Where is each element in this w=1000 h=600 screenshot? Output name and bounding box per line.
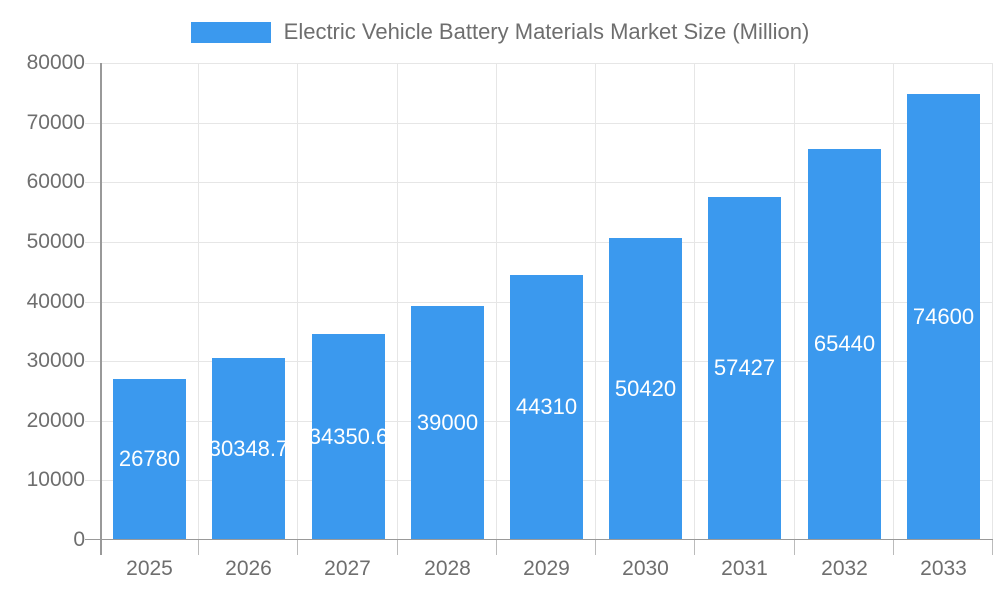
bar-2026[interactable]: 30348.7 <box>212 358 285 539</box>
x-tick <box>595 540 596 555</box>
bar-value-label: 26780 <box>118 446 181 471</box>
x-axis-tick-label: 2031 <box>721 557 768 580</box>
x-axis-tick-label: 2029 <box>523 557 570 580</box>
x-axis-tick-label: 2032 <box>821 557 868 580</box>
y-axis-line <box>100 63 102 555</box>
x-gridline <box>992 63 993 540</box>
y-axis-tick-label: 10000 <box>26 468 85 492</box>
x-gridline <box>297 63 298 540</box>
bar-2027[interactable]: 34350.6 <box>312 334 385 539</box>
x-axis-tick-label: 2026 <box>225 557 272 580</box>
bar-2032[interactable]: 65440 <box>808 149 881 539</box>
bar-value-label: 44310 <box>515 394 578 419</box>
x-axis-tick-label: 2025 <box>126 557 173 580</box>
y-gridline <box>85 241 993 243</box>
x-tick <box>397 540 398 555</box>
bar-2028[interactable]: 39000 <box>411 306 484 539</box>
plot-area: 0 10000 20000 30000 40000 50000 60000 70000 8000… <box>27 51 993 580</box>
bar-value-label: 50420 <box>614 375 677 401</box>
y-gridline <box>85 63 993 64</box>
bar-2031[interactable]: 57427 <box>708 197 781 539</box>
x-gridline <box>893 63 894 540</box>
y-axis-tick-label: 20000 <box>26 408 85 432</box>
x-gridline <box>397 63 398 540</box>
bar-value-label: 30348.7 <box>212 435 285 461</box>
bar-2033[interactable]: 74600 <box>907 94 980 539</box>
x-gridline <box>794 63 795 540</box>
x-axis-tick-label: 2027 <box>324 557 371 580</box>
y-axis-tick-label: 30000 <box>26 349 85 373</box>
legend-label: Electric Vehicle Battery Materials Marke… <box>283 19 810 44</box>
x-tick <box>893 540 894 555</box>
bar-value-label: 57427 <box>713 355 776 380</box>
x-tick <box>694 540 695 555</box>
x-tick <box>297 540 298 555</box>
x-tick <box>496 540 497 555</box>
bar-value-label: 39000 <box>416 409 479 435</box>
y-axis-tick-label: 60000 <box>26 170 85 194</box>
x-gridline <box>694 63 695 540</box>
x-axis-tick-label: 2033 <box>920 557 967 580</box>
x-gridline <box>198 63 199 540</box>
bar-value-label: 74600 <box>912 303 975 329</box>
x-gridline <box>496 63 497 540</box>
x-tick <box>992 540 993 555</box>
y-gridline <box>85 182 993 184</box>
bar-value-label: 34350.6 <box>312 423 385 449</box>
legend-swatch <box>190 21 271 43</box>
bar-2030[interactable]: 50420 <box>609 238 682 539</box>
bar-value-label: 65440 <box>813 331 876 356</box>
y-gridline <box>85 122 993 124</box>
legend[interactable]: Electric Vehicle Battery Materials Marke… <box>0 19 1000 45</box>
bar-2029[interactable]: 44310 <box>510 275 583 539</box>
x-axis-line <box>85 539 993 540</box>
y-axis-tick-label: 0 <box>73 528 85 551</box>
x-tick <box>198 540 199 555</box>
x-axis-tick-label: 2028 <box>424 557 471 580</box>
bar-2025[interactable]: 26780 <box>113 379 186 539</box>
y-axis-tick-label: 80000 <box>26 51 85 74</box>
y-axis-tick-label: 70000 <box>26 110 85 134</box>
x-tick <box>794 540 795 555</box>
y-axis-tick-label: 50000 <box>26 229 85 253</box>
x-gridline <box>595 63 596 540</box>
x-axis-tick-label: 2030 <box>622 557 669 580</box>
y-axis-tick-label: 40000 <box>26 289 85 313</box>
